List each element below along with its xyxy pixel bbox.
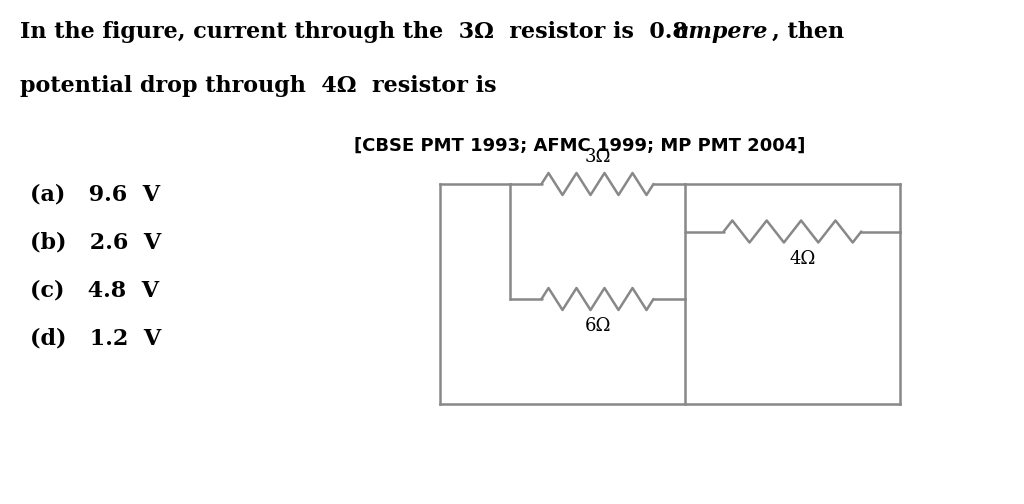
Text: (c)   4.8  V: (c) 4.8 V [30,279,159,301]
Text: [CBSE PMT 1993; AFMC 1999; MP PMT 2004]: [CBSE PMT 1993; AFMC 1999; MP PMT 2004] [354,137,806,155]
Text: (b)   2.6  V: (b) 2.6 V [30,231,161,253]
Text: In the figure, current through the  3Ω  resistor is  0.8: In the figure, current through the 3Ω re… [20,21,703,43]
Text: , then: , then [772,21,844,43]
Text: potential drop through  4Ω  resistor is: potential drop through 4Ω resistor is [20,75,497,97]
Text: (d)   1.2  V: (d) 1.2 V [30,327,161,349]
Text: 3Ω: 3Ω [585,148,610,166]
Text: ampere: ampere [675,21,768,43]
Text: 4Ω: 4Ω [790,249,816,268]
Text: 6Ω: 6Ω [585,317,610,335]
Text: (a)   9.6  V: (a) 9.6 V [30,183,160,205]
